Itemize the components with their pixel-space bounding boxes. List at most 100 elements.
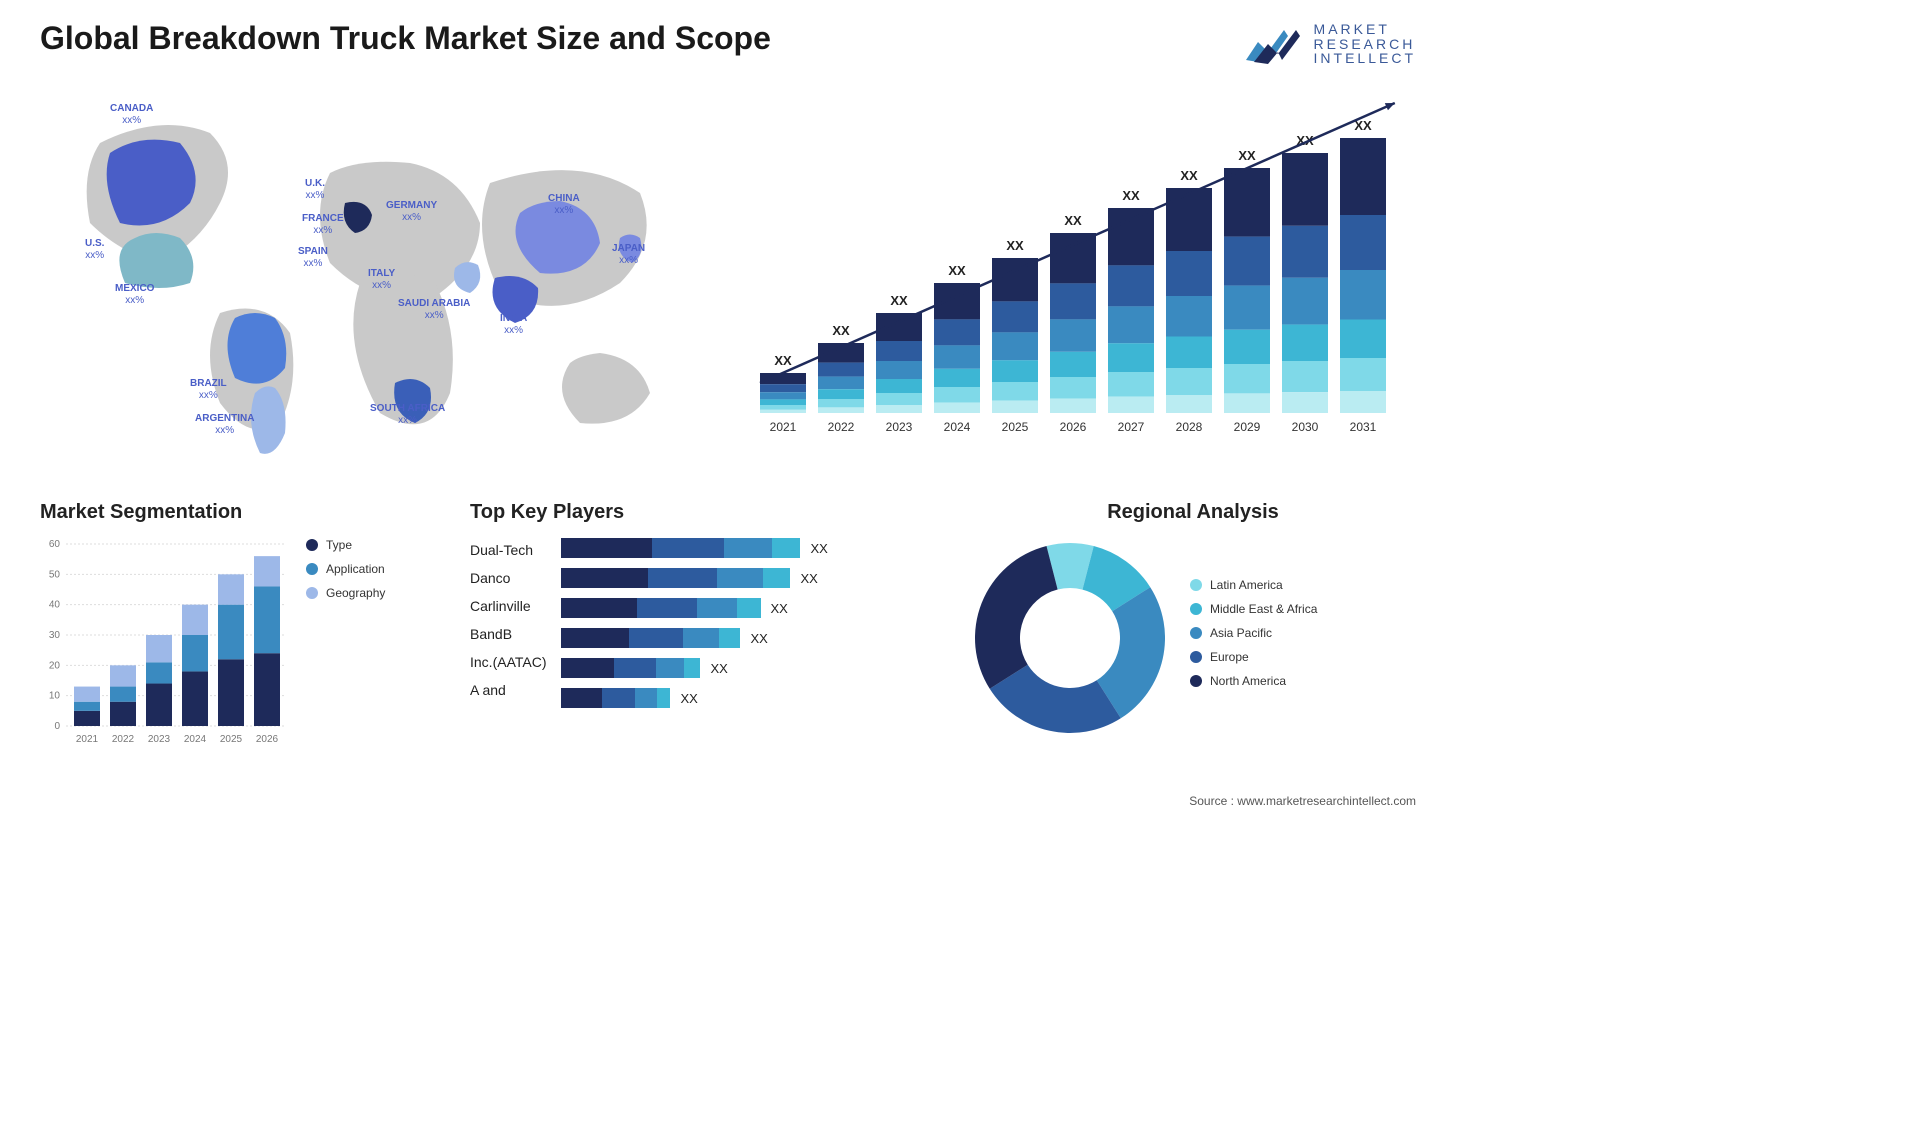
seg-xtick: 2023 [148, 734, 171, 745]
player-bar [561, 568, 791, 588]
seg-ytick: 50 [49, 569, 61, 580]
seg-bar-seg [74, 687, 100, 702]
growth-bar-seg [1050, 399, 1096, 413]
donut-svg [970, 538, 1170, 738]
growth-bar-seg [1282, 153, 1328, 226]
donut-chart [970, 538, 1170, 738]
map-label-brazil: BRAZILxx% [190, 378, 227, 402]
regional-legend-item: Europe [1190, 650, 1317, 664]
growth-bar-label: XX [1238, 148, 1256, 163]
growth-svg: XX2021XX2022XX2023XX2024XX2025XX2026XX20… [750, 93, 1410, 453]
growth-bar-seg [992, 332, 1038, 360]
player-bar-row: XX [561, 658, 941, 678]
growth-bar-seg [934, 403, 980, 413]
legend-label: Latin America [1210, 578, 1283, 592]
legend-swatch [306, 587, 318, 599]
growth-bar-label: XX [1064, 213, 1082, 228]
world-map: CANADAxx%U.S.xx%MEXICOxx%BRAZILxx%ARGENT… [40, 83, 720, 483]
map-label-saudiarabia: SAUDI ARABIAxx% [398, 298, 470, 322]
growth-bar-seg [1050, 319, 1096, 351]
legend-label: Application [326, 562, 385, 576]
growth-bar-seg [1282, 325, 1328, 361]
growth-bar-seg [1166, 188, 1212, 251]
legend-label: Middle East & Africa [1210, 602, 1317, 616]
growth-bar-seg [818, 399, 864, 407]
growth-bar-seg [818, 389, 864, 399]
player-name: Dual-Tech [470, 542, 547, 558]
donut-slice [975, 546, 1058, 689]
players-labels: Dual-TechDancoCarlinvilleBandBInc.(AATAC… [470, 538, 547, 708]
legend-swatch [1190, 651, 1202, 663]
growth-bar-seg [876, 341, 922, 361]
legend-swatch [1190, 603, 1202, 615]
player-name: Danco [470, 570, 547, 586]
page-title: Global Breakdown Truck Market Size and S… [40, 20, 771, 57]
player-bar-row: XX [561, 628, 941, 648]
player-bar-seg [717, 568, 763, 588]
growth-bar-seg [1050, 352, 1096, 377]
player-bar-seg [719, 628, 741, 648]
regional-title: Regional Analysis [970, 501, 1416, 524]
growth-bar-seg [992, 301, 1038, 332]
player-bar-seg [683, 628, 719, 648]
map-label-india: INDIAxx% [500, 313, 527, 337]
player-bar-seg [561, 658, 614, 678]
growth-bar-label: XX [774, 353, 792, 368]
player-bar-row: XX [561, 598, 941, 618]
growth-year-label: 2024 [944, 420, 971, 434]
growth-bar-seg [876, 393, 922, 405]
segmentation-legend: TypeApplicationGeography [306, 538, 385, 610]
seg-xtick: 2024 [184, 734, 207, 745]
regional-legend-item: Latin America [1190, 578, 1317, 592]
seg-xtick: 2025 [220, 734, 243, 745]
growth-bar-seg [1050, 233, 1096, 283]
player-bar [561, 688, 671, 708]
segmentation-title: Market Segmentation [40, 501, 440, 524]
player-bar-seg [561, 538, 652, 558]
player-bar-seg [763, 568, 791, 588]
growth-bar-seg [1108, 208, 1154, 265]
player-bar-seg [602, 688, 635, 708]
player-value: XX [771, 601, 788, 616]
player-bar-seg [561, 598, 637, 618]
growth-bar-seg [1050, 377, 1096, 399]
player-bar-seg [657, 688, 670, 708]
player-value: XX [711, 661, 728, 676]
growth-bar-seg [1166, 368, 1212, 395]
legend-swatch [1190, 675, 1202, 687]
growth-bar-seg [934, 369, 980, 387]
growth-bar-seg [992, 401, 1038, 413]
growth-bar-seg [1282, 361, 1328, 392]
growth-bar-seg [1166, 251, 1212, 296]
regional-legend-item: Asia Pacific [1190, 626, 1317, 640]
growth-year-label: 2022 [828, 420, 855, 434]
seg-bar-seg [218, 605, 244, 660]
growth-bar-seg [818, 377, 864, 390]
growth-bar-seg [992, 360, 1038, 382]
growth-bar-seg [1340, 215, 1386, 270]
legend-label: Asia Pacific [1210, 626, 1272, 640]
seg-bar-seg [182, 635, 208, 671]
seg-bar-seg [146, 635, 172, 662]
growth-bar-seg [1108, 372, 1154, 397]
seg-bar-seg [254, 556, 280, 586]
growth-bar-seg [1340, 270, 1386, 320]
player-bar-seg [629, 628, 683, 648]
growth-bar-seg [1282, 226, 1328, 278]
player-value: XX [801, 571, 818, 586]
legend-swatch [306, 563, 318, 575]
growth-bar-seg [1108, 397, 1154, 413]
map-label-mexico: MEXICOxx% [115, 283, 154, 307]
map-label-spain: SPAINxx% [298, 246, 328, 270]
player-bar-seg [561, 568, 648, 588]
growth-bar-seg [760, 399, 806, 405]
growth-bar-label: XX [948, 263, 966, 278]
growth-bar-seg [1224, 364, 1270, 393]
seg-xtick: 2022 [112, 734, 135, 745]
player-value: XX [681, 691, 698, 706]
growth-year-label: 2021 [770, 420, 797, 434]
growth-year-label: 2028 [1176, 420, 1203, 434]
seg-legend-item: Type [306, 538, 385, 552]
seg-ytick: 0 [54, 721, 60, 732]
seg-bar-seg [182, 671, 208, 726]
